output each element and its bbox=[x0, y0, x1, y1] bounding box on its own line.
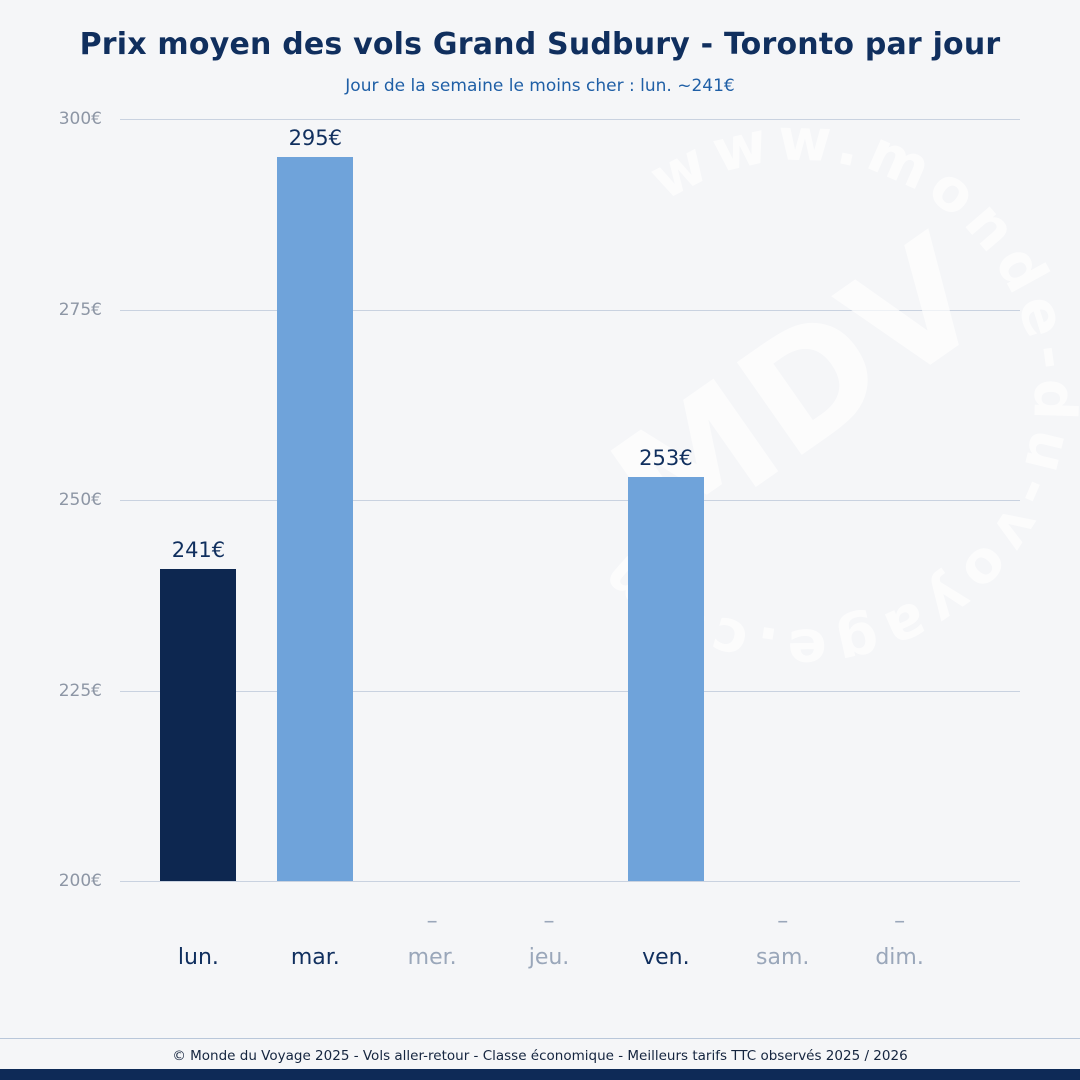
bar-column bbox=[724, 119, 841, 881]
bar-columns: 241€ 295€ 253€ bbox=[140, 119, 958, 881]
no-data-marker: – bbox=[426, 909, 438, 934]
y-axis-tick-labels: 300€ 275€ 250€ 225€ 200€ bbox=[0, 109, 110, 891]
gridline bbox=[120, 500, 1020, 501]
bar-value-label: 253€ bbox=[639, 446, 693, 471]
day-label-dim: dim. bbox=[875, 945, 924, 970]
y-tick-label: 275€ bbox=[58, 299, 102, 320]
chart-title: Prix moyen des vols Grand Sudbury - Toro… bbox=[79, 27, 1001, 62]
bar-lun bbox=[160, 568, 237, 881]
bar-column bbox=[374, 119, 491, 881]
gridline bbox=[120, 881, 1020, 882]
gridline bbox=[120, 690, 1020, 692]
no-data-marker: – bbox=[894, 909, 906, 934]
day-label-mar: mar. bbox=[290, 945, 340, 970]
bar-mar bbox=[277, 157, 354, 881]
bar-column: 241€ bbox=[140, 119, 257, 881]
bar-column bbox=[491, 119, 608, 881]
gridline bbox=[120, 309, 1020, 311]
x-axis-area: – – – – lun. mar. mer. jeu. ven. sam. dim. bbox=[140, 881, 958, 970]
bar-value-label: 241€ bbox=[171, 537, 226, 562]
day-labels-row: lun. mar. mer. jeu. ven. sam. dim. bbox=[140, 945, 958, 970]
y-tick-label: 225€ bbox=[58, 680, 102, 701]
no-data-marker-empty bbox=[140, 909, 257, 939]
plot-area: 241€ 295€ 253€ bbox=[120, 119, 1020, 882]
day-label-ven: ven. bbox=[642, 945, 690, 970]
y-tick-label: 250€ bbox=[58, 490, 102, 510]
bar-column: 253€ bbox=[607, 119, 724, 881]
bar-column bbox=[841, 119, 958, 881]
footer-text: © Monde du Voyage 2025 - Vols aller-reto… bbox=[172, 1048, 908, 1064]
bottom-bar bbox=[0, 1069, 1080, 1080]
y-tick-label: 200€ bbox=[58, 871, 102, 891]
no-data-marker: – bbox=[543, 909, 555, 934]
day-label-jeu: jeu. bbox=[528, 945, 570, 970]
bar-column: 295€ bbox=[257, 119, 374, 881]
no-data-marker-empty bbox=[257, 909, 374, 939]
chart-subtitle: Jour de la semaine le moins cher : lun. … bbox=[345, 76, 735, 96]
no-data-marker-empty bbox=[607, 909, 724, 939]
day-label-mer: mer. bbox=[407, 945, 457, 970]
bar-ven bbox=[627, 477, 704, 881]
y-tick-label: 300€ bbox=[58, 109, 102, 129]
no-data-marker: – bbox=[777, 909, 789, 934]
day-label-sam: sam. bbox=[756, 945, 810, 970]
footer-divider bbox=[0, 1038, 1080, 1039]
gridline bbox=[120, 119, 1020, 120]
no-data-row: – – – – bbox=[140, 909, 958, 939]
bar-value-label: 295€ bbox=[288, 126, 343, 151]
day-label-lun: lun. bbox=[177, 945, 219, 970]
